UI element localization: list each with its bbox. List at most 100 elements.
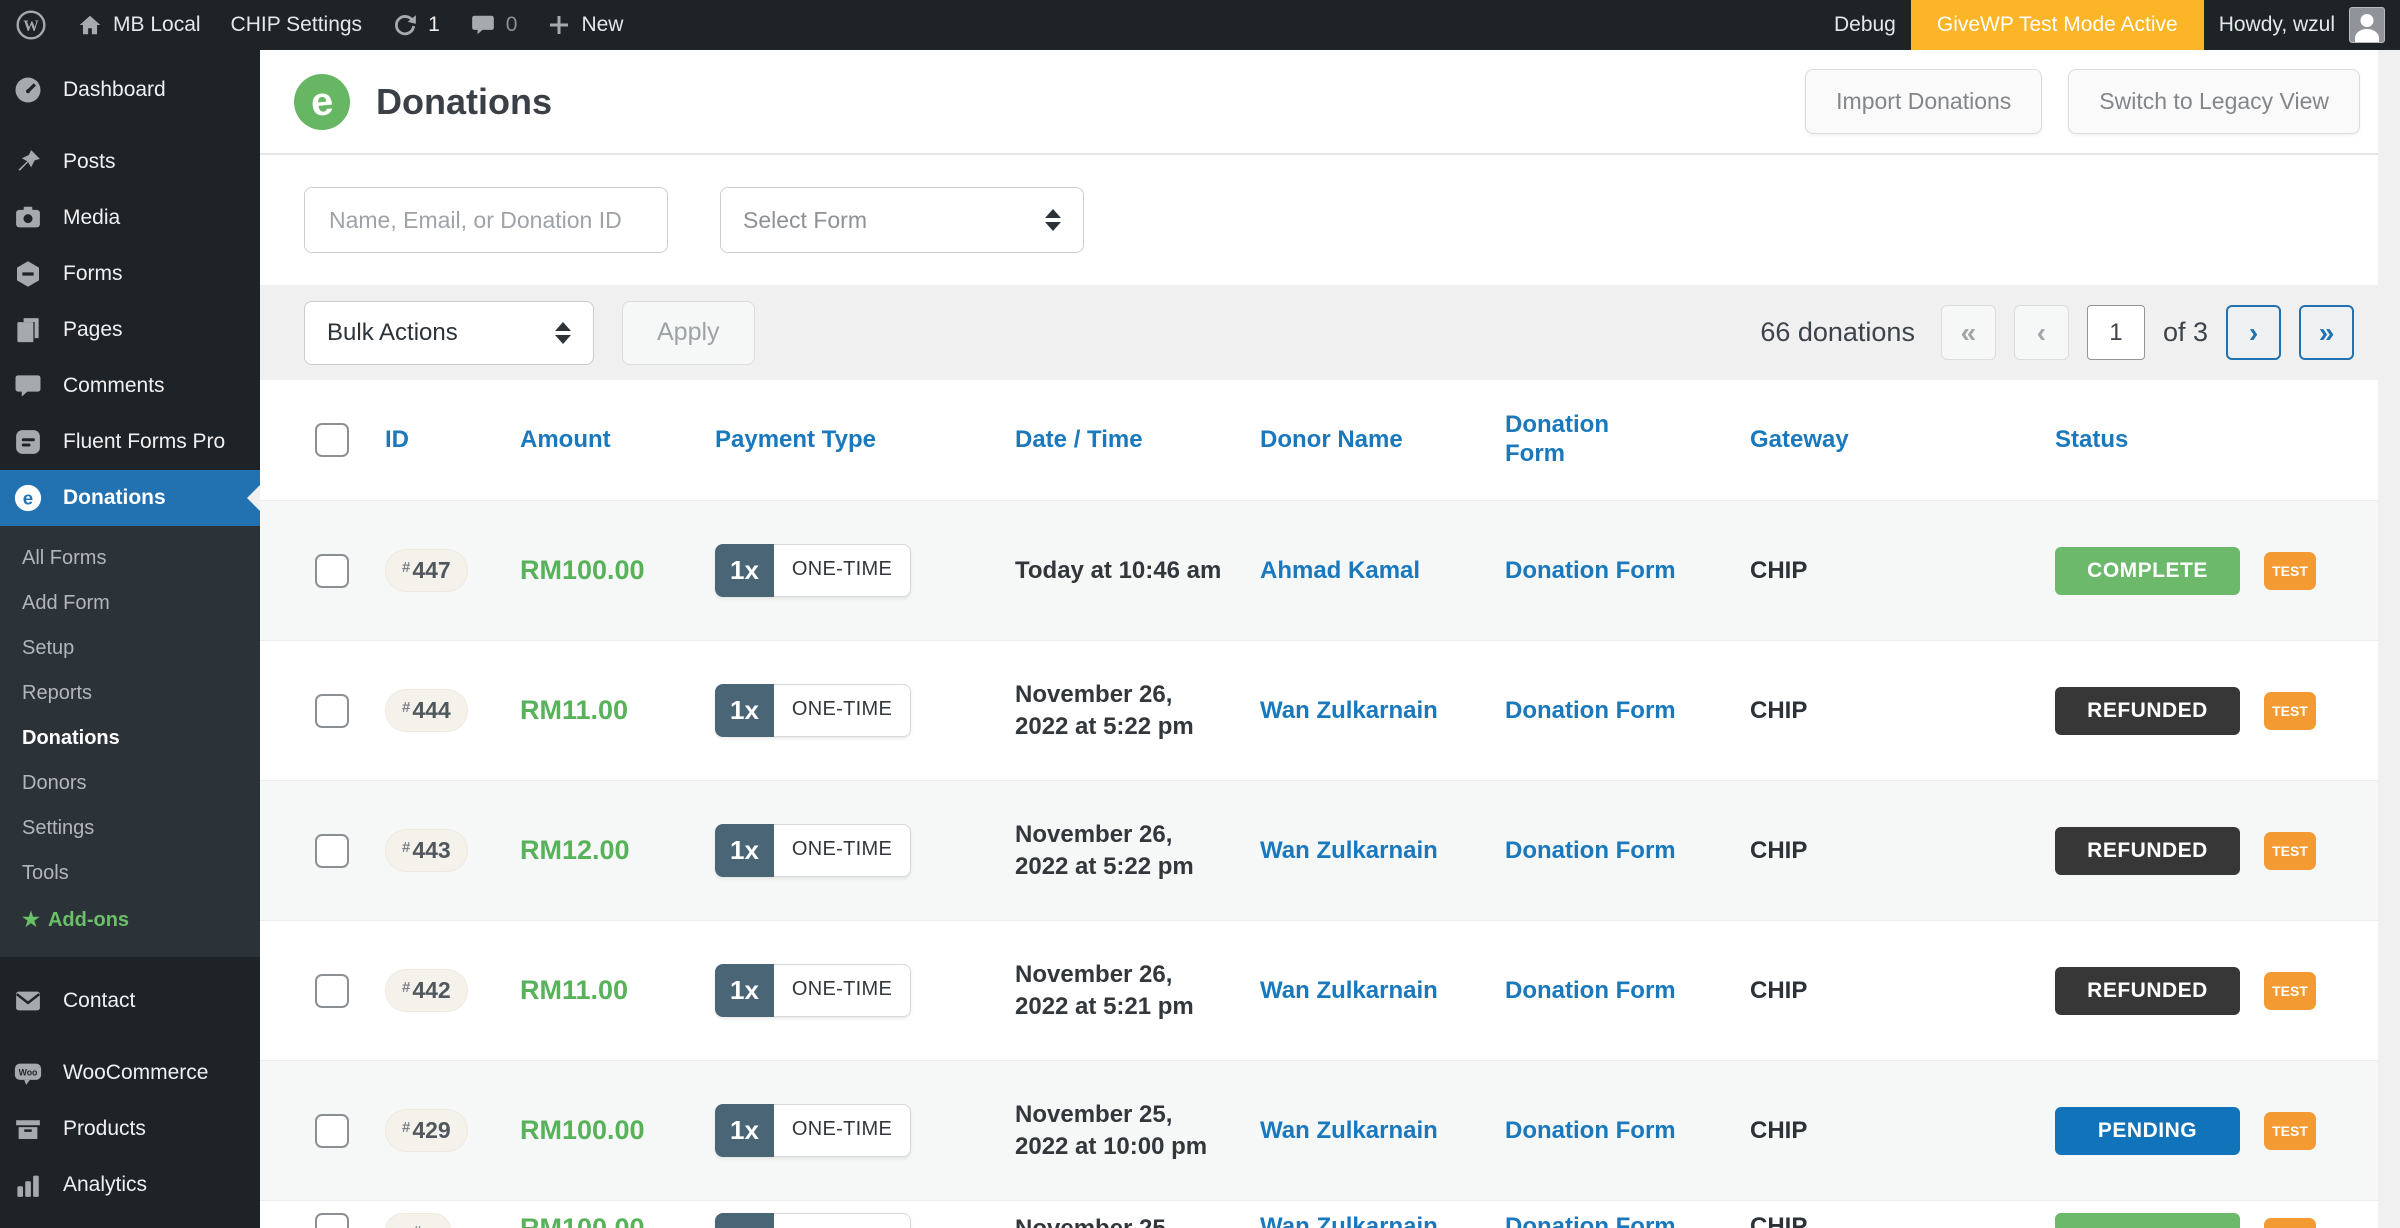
- switch-legacy-view-button[interactable]: Switch to Legacy View: [2068, 69, 2360, 134]
- column-header-donation-form[interactable]: Donation Form: [1480, 411, 1725, 469]
- donor-name-link[interactable]: Wan Zulkarnain: [1260, 836, 1438, 864]
- sidebar-item-dashboard[interactable]: Dashboard: [0, 62, 260, 118]
- status-badge: COMPLETE: [2055, 1213, 2240, 1228]
- donation-form-link[interactable]: Donation Form: [1505, 1116, 1676, 1144]
- amount-cell: RM11.00: [495, 975, 690, 1006]
- row-checkbox-cell: [290, 973, 360, 1008]
- sidebar-item-donations[interactable]: e Donations: [0, 470, 260, 526]
- current-page-input[interactable]: [2086, 305, 2145, 360]
- star-icon: ★: [22, 909, 40, 931]
- row-checkbox[interactable]: [315, 1213, 349, 1228]
- donor-name-cell: Wan Zulkarnain: [1235, 977, 1480, 1005]
- sidebar-item-woocommerce[interactable]: Woo WooCommerce: [0, 1045, 260, 1101]
- new-content-link[interactable]: New: [532, 0, 638, 50]
- status-badge: COMPLETE: [2055, 546, 2240, 595]
- date-line-2: 2022 at 5:21 pm: [1015, 992, 1194, 1020]
- account-menu[interactable]: Howdy, wzul: [2204, 0, 2400, 50]
- chip-settings-link[interactable]: CHIP Settings: [216, 0, 378, 50]
- id-hash-prefix: #: [402, 839, 411, 856]
- search-input[interactable]: [304, 187, 668, 253]
- column-header-status[interactable]: Status: [2030, 426, 2378, 455]
- donation-form-cell: Donation Form: [1480, 557, 1725, 585]
- plus-icon: [547, 13, 571, 37]
- sidebar-item-analytics[interactable]: Analytics: [0, 1157, 260, 1213]
- date-line-1: Today at 10:46 am: [1015, 556, 1222, 584]
- select-all-checkbox[interactable]: [315, 423, 349, 457]
- column-header-amount[interactable]: Amount: [495, 426, 690, 455]
- sidebar-item-media[interactable]: Media: [0, 190, 260, 246]
- submenu-item-tools[interactable]: Tools: [0, 851, 260, 896]
- donor-name-link[interactable]: Wan Zulkarnain: [1260, 1213, 1438, 1228]
- sidebar-item-products[interactable]: Products: [0, 1101, 260, 1157]
- menu-separator: [0, 957, 260, 973]
- table-header: ID Amount Payment Type Date / Time Donor Nam…: [260, 380, 2378, 500]
- debug-link[interactable]: Debug: [1819, 0, 1911, 50]
- donation-form-link[interactable]: Donation Form: [1505, 556, 1676, 584]
- select-arrows-icon: [555, 321, 571, 344]
- submenu-item-reports[interactable]: Reports: [0, 671, 260, 716]
- donation-id-cell: #444: [360, 689, 495, 732]
- wp-logo-menu[interactable]: W: [0, 0, 62, 50]
- test-mode-row-badge: TEST: [2264, 831, 2316, 870]
- submenu-item-donors[interactable]: Donors: [0, 761, 260, 806]
- submenu-item-add-form[interactable]: Add Form: [0, 581, 260, 626]
- donation-form-link[interactable]: Donation Form: [1505, 976, 1676, 1004]
- date-time-cell: November 25,: [990, 1213, 1235, 1228]
- row-checkbox-cell: [290, 693, 360, 728]
- column-header-gateway[interactable]: Gateway: [1725, 426, 2030, 455]
- date-time-cell: November 26, 2022 at 5:22 pm: [990, 679, 1235, 741]
- submenu-item-settings[interactable]: Settings: [0, 806, 260, 851]
- sidebar-item-fluent-forms-pro[interactable]: Fluent Forms Pro: [0, 414, 260, 470]
- bulk-actions-select[interactable]: Bulk Actions: [304, 300, 594, 365]
- next-page-button[interactable]: ›: [2226, 305, 2281, 360]
- apply-button[interactable]: Apply: [622, 300, 755, 365]
- status-badge: REFUNDED: [2055, 826, 2240, 875]
- prev-page-button[interactable]: ‹: [2013, 305, 2069, 360]
- row-checkbox[interactable]: [315, 553, 349, 588]
- givewp-test-mode-badge[interactable]: GiveWP Test Mode Active: [1910, 0, 2204, 50]
- chip-settings-label: CHIP Settings: [230, 13, 363, 36]
- donation-form-link[interactable]: Donation Form: [1505, 1213, 1676, 1228]
- sidebar-item-contact[interactable]: Contact: [0, 973, 260, 1029]
- last-page-button[interactable]: »: [2299, 305, 2354, 360]
- amount-cell: RM100.00: [495, 1115, 690, 1146]
- column-header-id[interactable]: ID: [360, 426, 495, 455]
- sidebar-item-label: Fluent Forms Pro: [63, 430, 226, 453]
- donor-name-link[interactable]: Ahmad Kamal: [1260, 556, 1421, 584]
- donor-name-link[interactable]: Wan Zulkarnain: [1260, 696, 1438, 724]
- sidebar-item-pages[interactable]: Pages: [0, 302, 260, 358]
- table-row: #429 RM100.00 1x ONE-TIME November 25, 2022 a…: [260, 1060, 2378, 1200]
- column-header-payment-type[interactable]: Payment Type: [690, 426, 990, 455]
- column-header-label: Donor Name: [1260, 425, 1403, 453]
- payment-frequency: ONE-TIME: [773, 1104, 912, 1157]
- form-select[interactable]: Select Form: [720, 187, 1084, 253]
- donation-form-link[interactable]: Donation Form: [1505, 696, 1676, 724]
- submenu-item-add-ons[interactable]: ★ Add-ons: [0, 896, 260, 943]
- pin-icon: [13, 147, 43, 177]
- comments-link[interactable]: 0: [455, 0, 533, 50]
- row-checkbox[interactable]: [315, 833, 349, 868]
- row-checkbox[interactable]: [315, 693, 349, 728]
- donor-name-link[interactable]: Wan Zulkarnain: [1260, 1116, 1438, 1144]
- updates-link[interactable]: 1: [377, 0, 455, 50]
- donation-form-link[interactable]: Donation Form: [1505, 836, 1676, 864]
- donation-id-badge: #447: [385, 549, 468, 592]
- first-page-button[interactable]: «: [1940, 305, 1996, 360]
- table-row: #444 RM11.00 1x ONE-TIME November 26, 2022 at…: [260, 640, 2378, 780]
- submenu-item-all-forms[interactable]: All Forms: [0, 536, 260, 581]
- sidebar-item-posts[interactable]: Posts: [0, 134, 260, 190]
- row-checkbox[interactable]: [315, 973, 349, 1008]
- amount-cell: RM11.00: [495, 695, 690, 726]
- sidebar-item-comments[interactable]: Comments: [0, 358, 260, 414]
- row-checkbox[interactable]: [315, 1113, 349, 1148]
- donor-name-link[interactable]: Wan Zulkarnain: [1260, 976, 1438, 1004]
- amount-cell: RM100.00: [495, 555, 690, 586]
- import-donations-button[interactable]: Import Donations: [1805, 69, 2043, 134]
- submenu-item-donations[interactable]: Donations: [0, 716, 260, 761]
- column-header-donor-name[interactable]: Donor Name: [1235, 426, 1480, 455]
- submenu-item-setup[interactable]: Setup: [0, 626, 260, 671]
- site-name-link[interactable]: MB Local: [62, 0, 216, 50]
- sidebar-item-forms[interactable]: Forms: [0, 246, 260, 302]
- column-header-date-time[interactable]: Date / Time: [990, 426, 1235, 455]
